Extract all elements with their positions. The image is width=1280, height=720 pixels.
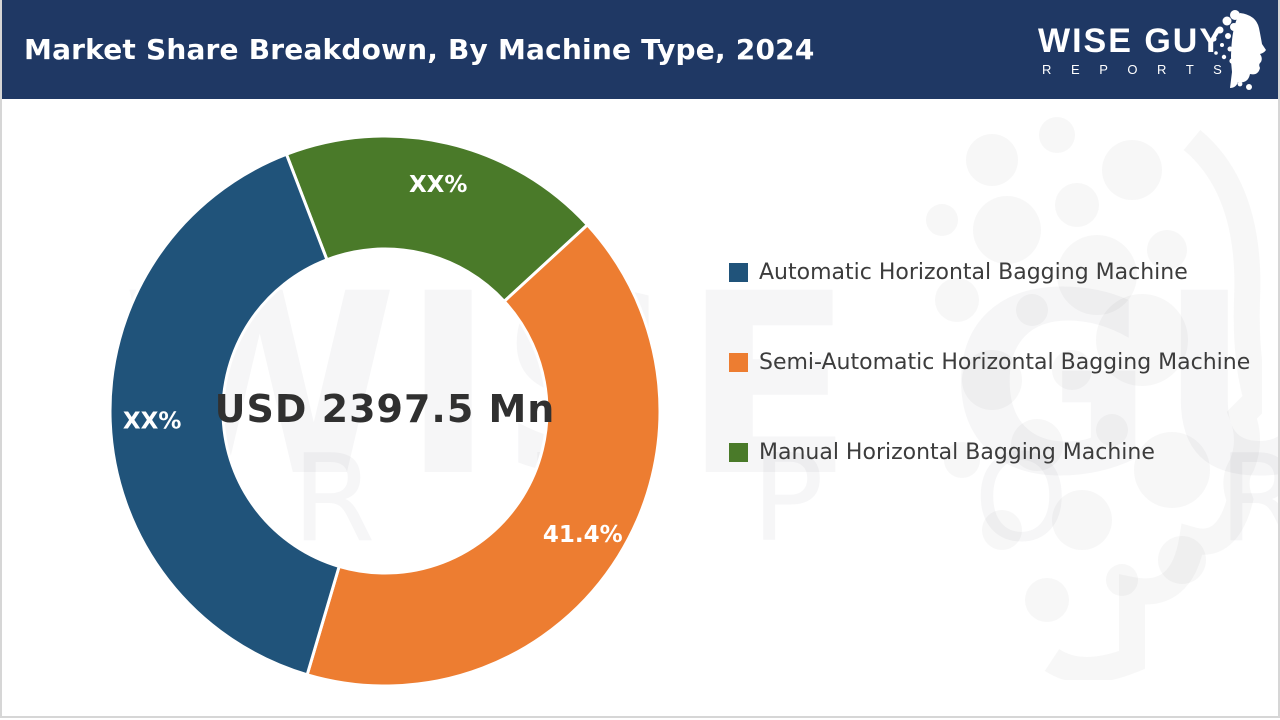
donut-slice-2 (108, 152, 341, 677)
logo-face-icon (1211, 10, 1266, 90)
donut-chart: XX% 41.4% XX% (108, 134, 662, 688)
legend-item-2: Manual Horizontal Bagging Machine (729, 438, 1155, 466)
slice-label-2: XX% (123, 408, 182, 434)
legend-item-1: Semi-Automatic Horizontal Bagging Machin… (729, 348, 1250, 376)
donut-slice-0 (284, 134, 589, 303)
logo-subtitle: R E P O R T S (1042, 62, 1230, 77)
donut-slice-1 (305, 223, 662, 688)
slice-label-1: 41.4% (543, 522, 623, 548)
legend-label-1: Semi-Automatic Horizontal Bagging Machin… (759, 349, 1251, 375)
header-bar: Market Share Breakdown, By Machine Type,… (2, 0, 1278, 99)
legend-swatch-1 (729, 352, 748, 372)
donut-center-value: USD 2397.5 Mn (214, 387, 556, 431)
page-title: Market Share Breakdown, By Machine Type,… (24, 33, 815, 66)
slice-label-0: XX% (409, 172, 468, 198)
legend-item-0: Automatic Horizontal Bagging Machine (729, 258, 1188, 286)
legend-swatch-2 (729, 442, 748, 462)
legend-swatch-0 (729, 262, 748, 282)
logo-wordmark: WISE GUY (1038, 22, 1225, 60)
legend-label-2: Manual Horizontal Bagging Machine (759, 439, 1155, 465)
wise-guy-reports-logo: WISE GUY R E P O R T S (1016, 6, 1268, 94)
legend-label-0: Automatic Horizontal Bagging Machine (759, 259, 1188, 285)
